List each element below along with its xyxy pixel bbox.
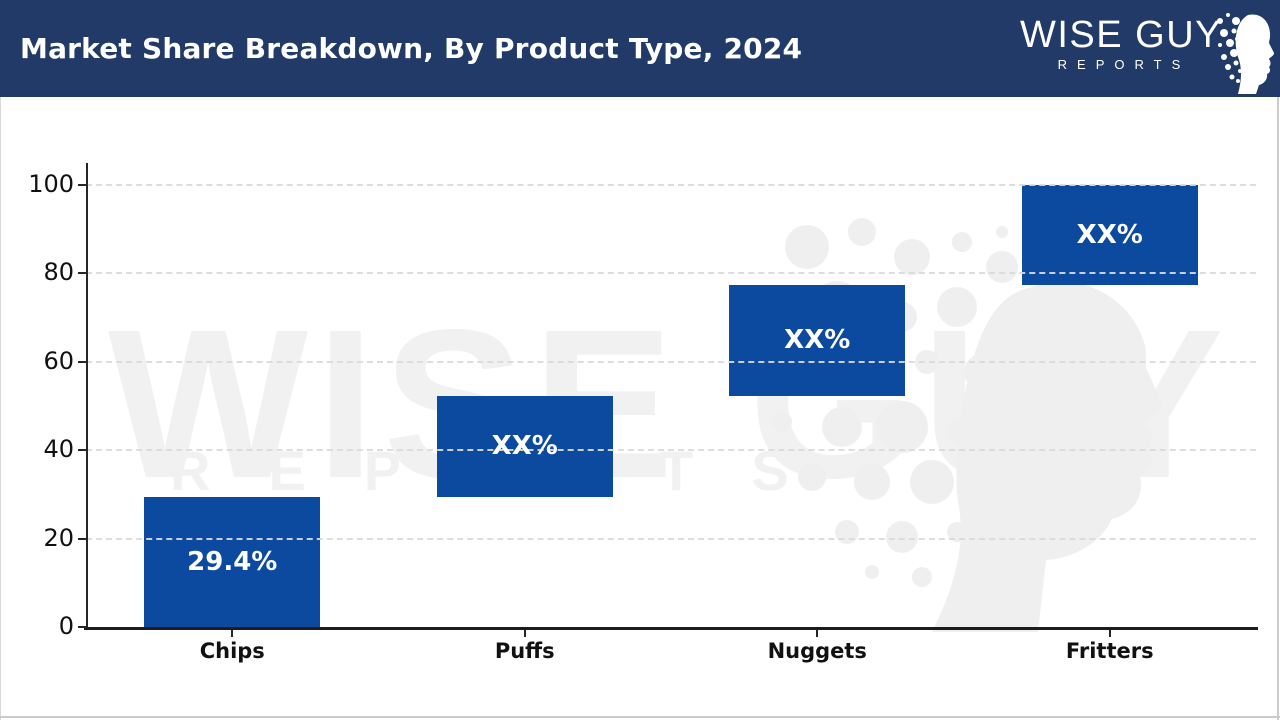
y-tick-mark-40: [78, 449, 86, 452]
x-tick-mark-fritters: [1108, 630, 1111, 637]
x-tick-label-chips: Chips: [199, 639, 265, 663]
y-tick-mark-0: [78, 626, 86, 628]
page-border-bottom: [0, 716, 1280, 718]
bar-chips: [144, 497, 321, 627]
y-tick-mark-100: [78, 184, 86, 186]
gridline-80: [86, 272, 1256, 275]
page-border-right: [1277, 97, 1279, 720]
y-tick-mark-80: [78, 272, 86, 275]
bar-nuggets: [729, 284, 906, 396]
bar-value-label-puffs: XX%: [491, 431, 558, 462]
brand-logo: WISE GUY REPORTS: [1002, 4, 1274, 94]
gridline-60: [86, 360, 1256, 363]
x-axis-spine: [84, 627, 1258, 630]
y-tick-label-100: 100: [28, 170, 74, 198]
bar-puffs: [436, 395, 613, 498]
x-tick-mark-chips: [231, 630, 234, 637]
logo-wordmark: WISE GUY: [1019, 14, 1222, 56]
page-border-left: [0, 97, 1, 720]
x-tick-label-nuggets: Nuggets: [767, 639, 867, 663]
bar-value-label-chips: 29.4%: [187, 547, 278, 578]
y-tick-mark-60: [78, 360, 86, 363]
x-tick-label-puffs: Puffs: [494, 639, 555, 663]
y-tick-label-0: 0: [58, 612, 74, 640]
y-tick-label-40: 40: [43, 435, 74, 464]
page-title: Market Share Breakdown, By Product Type,…: [20, 32, 803, 65]
y-axis-spine: [86, 163, 88, 630]
x-tick-label-fritters: Fritters: [1065, 639, 1154, 663]
gridline-100: [86, 184, 1256, 186]
x-tick-mark-puffs: [523, 630, 526, 637]
brand-logo-text: WISE GUY REPORTS: [1019, 14, 1222, 72]
gridline-40: [86, 449, 1256, 452]
y-tick-label-20: 20: [43, 523, 74, 552]
gridline-20: [86, 537, 1256, 540]
y-tick-label-80: 80: [43, 258, 74, 287]
logo-face-icon: [1217, 13, 1274, 94]
bar-fritters: [1021, 185, 1198, 285]
y-tick-label-60: 60: [43, 346, 74, 375]
y-tick-mark-20: [78, 537, 86, 540]
bar-value-label-fritters: XX%: [1076, 219, 1143, 250]
bar-value-label-nuggets: XX%: [784, 325, 851, 356]
x-tick-mark-nuggets: [816, 630, 819, 637]
logo-subtitle: REPORTS: [1057, 56, 1191, 72]
header: Market Share Breakdown, By Product Type,…: [0, 0, 1280, 97]
